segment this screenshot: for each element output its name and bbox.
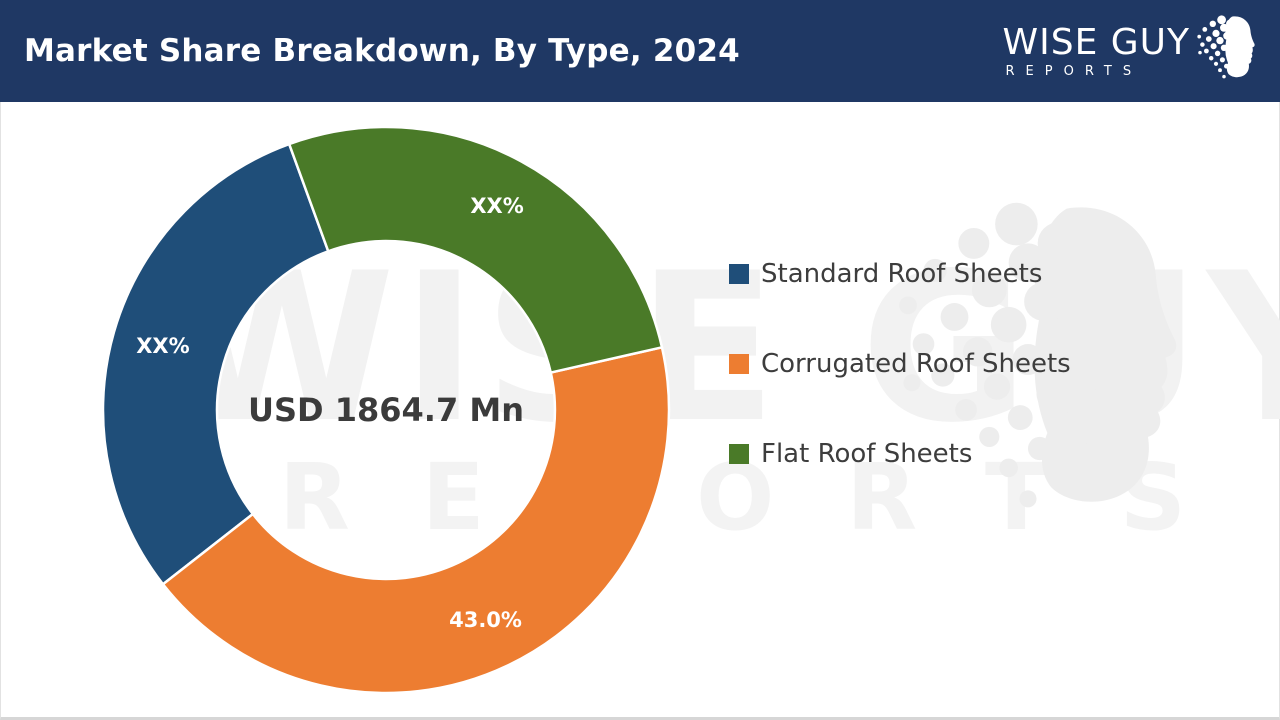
logo-wordmark-line1: WISE GUY <box>1002 21 1190 63</box>
logo-face-icon <box>1197 15 1255 79</box>
slice-flat-roof-sheets <box>287 125 664 374</box>
donut-chart: USD 1864.7 Mn XX% 43.0% XX% <box>96 120 676 700</box>
chart-canvas: WISE GUY REPORTS USD 1864.7 Mn XX% 43.0% X… <box>0 102 1280 720</box>
slice-label-flat-roof-sheets: XX% <box>470 194 524 219</box>
legend-marker-corrugated-roof-sheets <box>729 354 749 374</box>
legend-item-standard-roof-sheets: Standard Roof Sheets <box>729 259 1071 289</box>
chart-center-value: USD 1864.7 Mn <box>248 391 524 429</box>
legend-label-flat-roof-sheets: Flat Roof Sheets <box>761 439 973 469</box>
legend-marker-standard-roof-sheets <box>729 264 749 284</box>
slice-label-standard-roof-sheets: XX% <box>136 334 190 359</box>
header-bar: Market Share Breakdown, By Type, 2024 WI… <box>0 0 1280 102</box>
slice-standard-roof-sheets <box>101 142 330 586</box>
wise-guy-reports-logo: WISE GUY REPORTS <box>1003 14 1257 88</box>
page-title: Market Share Breakdown, By Type, 2024 <box>24 33 740 69</box>
legend-item-corrugated-roof-sheets: Corrugated Roof Sheets <box>729 349 1071 379</box>
slice-label-corrugated-roof-sheets: 43.0% <box>449 607 522 632</box>
donut-slices <box>101 125 671 695</box>
legend-label-standard-roof-sheets: Standard Roof Sheets <box>761 259 1043 289</box>
chart-legend: Standard Roof Sheets Corrugated Roof Shee… <box>729 259 1071 469</box>
logo-wordmark: WISE GUY REPORTS <box>1002 21 1191 79</box>
logo-wordmark-line2: REPORTS <box>1005 63 1143 79</box>
slice-corrugated-roof-sheets <box>161 346 671 695</box>
legend-marker-flat-roof-sheets <box>729 444 749 464</box>
legend-label-corrugated-roof-sheets: Corrugated Roof Sheets <box>761 349 1071 379</box>
legend-item-flat-roof-sheets: Flat Roof Sheets <box>729 439 1071 469</box>
